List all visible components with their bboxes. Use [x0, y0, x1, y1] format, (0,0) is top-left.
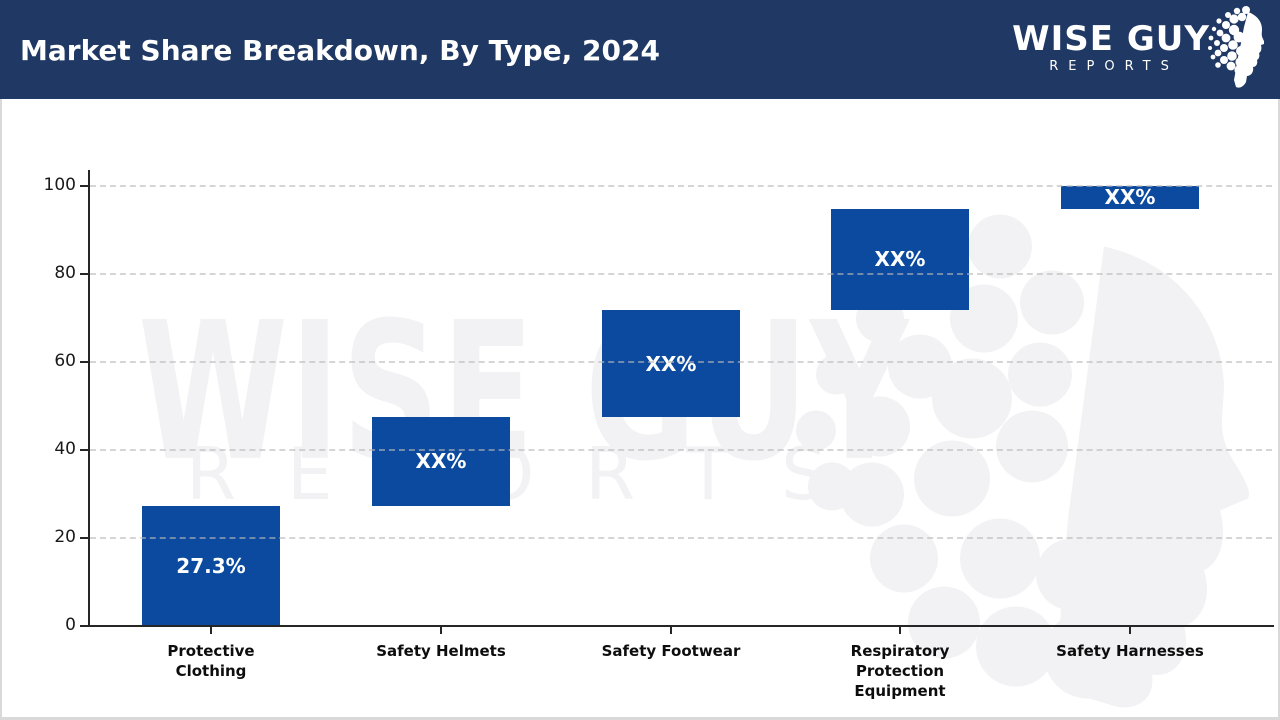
logo-subtitle: REPORTS — [1049, 59, 1179, 75]
y-tick-label: 80 — [54, 263, 76, 283]
y-tick-mark — [80, 625, 88, 627]
header: Market Share Breakdown, By Type, 2024 WI… — [0, 0, 1280, 99]
page-border-right — [1278, 99, 1280, 720]
y-tick-mark — [80, 449, 88, 451]
bar-protective-clothing: 27.3% — [142, 505, 280, 626]
page-border-left — [0, 99, 2, 720]
y-tick-mark — [80, 537, 88, 539]
category-label-protective-clothing: Protective Clothing — [167, 642, 255, 680]
bar-safety-harnesses: XX% — [1061, 185, 1199, 210]
bar-respiratory-protection-equipment: XX% — [831, 208, 969, 311]
x-axis-line — [88, 625, 1274, 627]
category-label-safety-footwear: Safety Footwear — [601, 642, 741, 660]
bar-value-label: XX% — [415, 449, 467, 474]
y-tick-label: 20 — [54, 527, 76, 547]
watermark-wordmark: WISE GUY — [138, 282, 911, 504]
gridline — [90, 273, 1272, 275]
bar-value-label: XX% — [645, 351, 697, 376]
y-tick-label: 60 — [54, 351, 76, 371]
y-tick-label: 100 — [43, 175, 76, 195]
gridline — [90, 449, 1272, 451]
y-tick-mark — [80, 273, 88, 275]
bar-safety-footwear: XX% — [602, 310, 740, 417]
category-label-safety-helmets: Safety Helmets — [376, 642, 506, 660]
bar-value-label: XX% — [1104, 185, 1156, 210]
y-tick-mark — [80, 185, 88, 187]
gridline — [90, 537, 1272, 539]
y-tick-label: 0 — [65, 615, 76, 635]
page-border-bottom — [0, 717, 1280, 720]
wiseguy-face-icon — [1208, 6, 1264, 88]
x-tick-mark — [210, 627, 212, 634]
y-tick-mark — [80, 361, 88, 363]
page-title: Market Share Breakdown, By Type, 2024 — [20, 34, 660, 67]
category-label-safety-harnesses: Safety Harnesses — [1056, 642, 1204, 660]
bar-value-label: XX% — [874, 247, 926, 272]
y-axis-line — [88, 170, 90, 627]
x-tick-mark — [440, 627, 442, 634]
category-label-respiratory-protection-equipment: Respiratory Protection Equipment — [850, 642, 950, 700]
logo-text: WISE GUY REPORTS — [1012, 18, 1210, 75]
y-tick-label: 40 — [54, 439, 76, 459]
x-tick-mark — [670, 627, 672, 634]
wiseguy-logo: WISE GUY REPORTS — [1012, 5, 1264, 91]
x-tick-mark — [1129, 627, 1131, 634]
logo-wordmark: WISE GUY — [1012, 18, 1210, 59]
bar-safety-helmets: XX% — [372, 417, 510, 506]
bar-value-label: 27.3% — [176, 553, 246, 578]
gridline — [90, 185, 1272, 187]
x-tick-mark — [899, 627, 901, 634]
gridline — [90, 361, 1272, 363]
